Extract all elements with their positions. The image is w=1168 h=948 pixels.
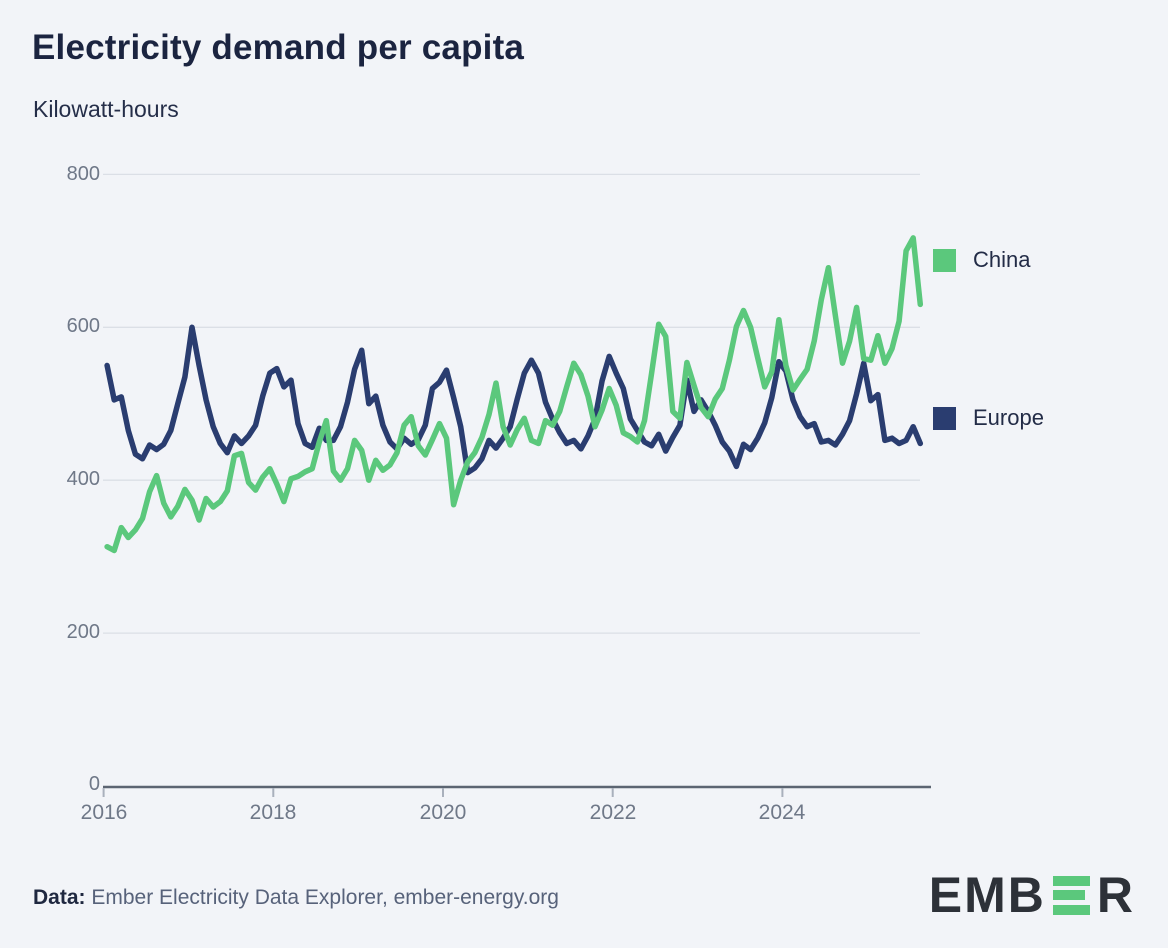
x-axis [102, 785, 931, 797]
x-tick-label-2022: 2022 [589, 801, 637, 824]
y-tick-label-0: 0 [88, 773, 100, 795]
y-tick-label-200: 200 [66, 621, 100, 643]
gridlines [103, 173, 920, 634]
y-tick-label-600: 600 [66, 315, 100, 337]
source-text: Ember Electricity Data Explorer, ember-e… [85, 886, 559, 909]
china-series-swatch [933, 248, 956, 272]
y-tick-label-400: 400 [66, 468, 100, 490]
logo-text-right: R [1096, 867, 1135, 923]
legend-label-china: China [973, 247, 1031, 272]
legend-item-china: China [933, 247, 1030, 273]
legend-label-europe: Europe [973, 405, 1044, 430]
x-tick-label-2016: 2016 [80, 801, 128, 824]
x-tick-label-2020: 2020 [419, 801, 467, 824]
page-title: Electricity demand per capita [32, 28, 525, 67]
x-tick-label-2024: 2024 [758, 801, 806, 824]
y-tick-label-800: 800 [66, 163, 100, 185]
legend-item-europe: Europe [933, 405, 1044, 431]
series-lines [104, 235, 924, 554]
data-label: Data: [33, 886, 86, 909]
logo-green-e-icon [1052, 875, 1090, 915]
page-subtitle: Kilowatt-hours [33, 96, 179, 122]
source-attribution: Data: Ember Electricity Data Explorer, e… [33, 886, 559, 910]
ember-logo: EMB R [929, 870, 1135, 920]
europe-series-swatch [933, 406, 956, 430]
logo-text-left: EMB [928, 867, 1046, 923]
x-tick-label-2018: 2018 [249, 801, 297, 824]
